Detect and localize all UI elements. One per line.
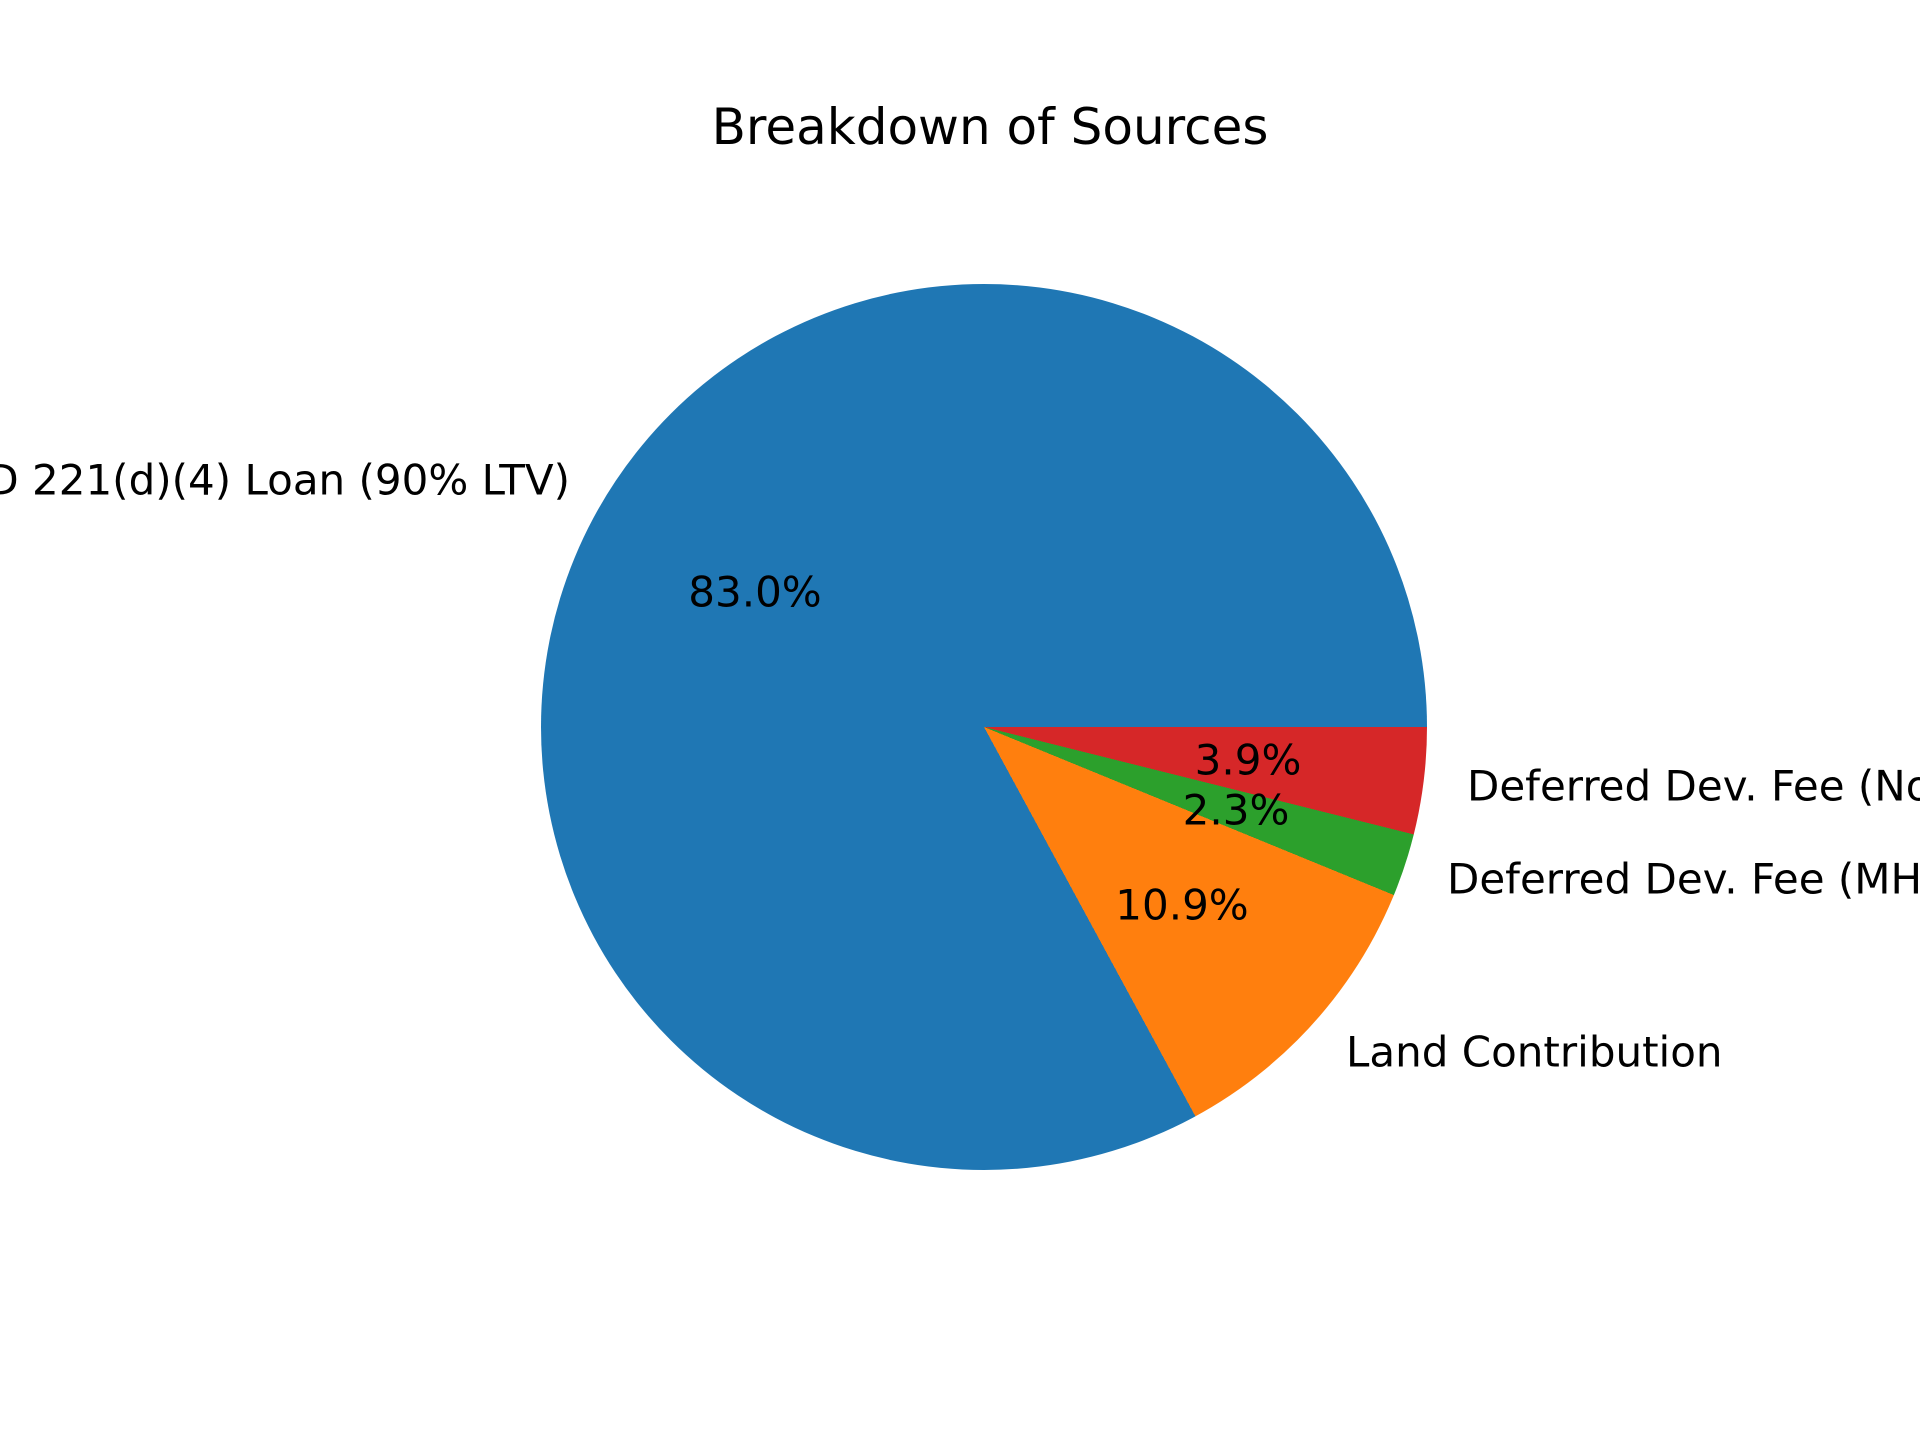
pct-label-hud-loan: 83.0%	[688, 567, 822, 617]
pie	[541, 284, 1427, 1170]
pct-label-land-contribution: 10.9%	[1115, 880, 1249, 930]
slice-label-deferred-fee-non-mhdc: Deferred Dev. Fee (Non-MHDC)	[1467, 761, 1920, 811]
slice-label-deferred-fee-mhdc: Deferred Dev. Fee (MHDC)	[1447, 854, 1920, 904]
slice-label-land-contribution: Land Contribution	[1346, 1027, 1723, 1077]
pct-label-deferred-fee-mhdc: 2.3%	[1182, 785, 1290, 835]
slice-label-hud-loan: HUD 221(d)(4) Loan (90% LTV)	[0, 455, 570, 505]
pct-label-deferred-fee-non-mhdc: 3.9%	[1194, 735, 1302, 785]
chart-title: Breakdown of Sources	[711, 98, 1269, 156]
